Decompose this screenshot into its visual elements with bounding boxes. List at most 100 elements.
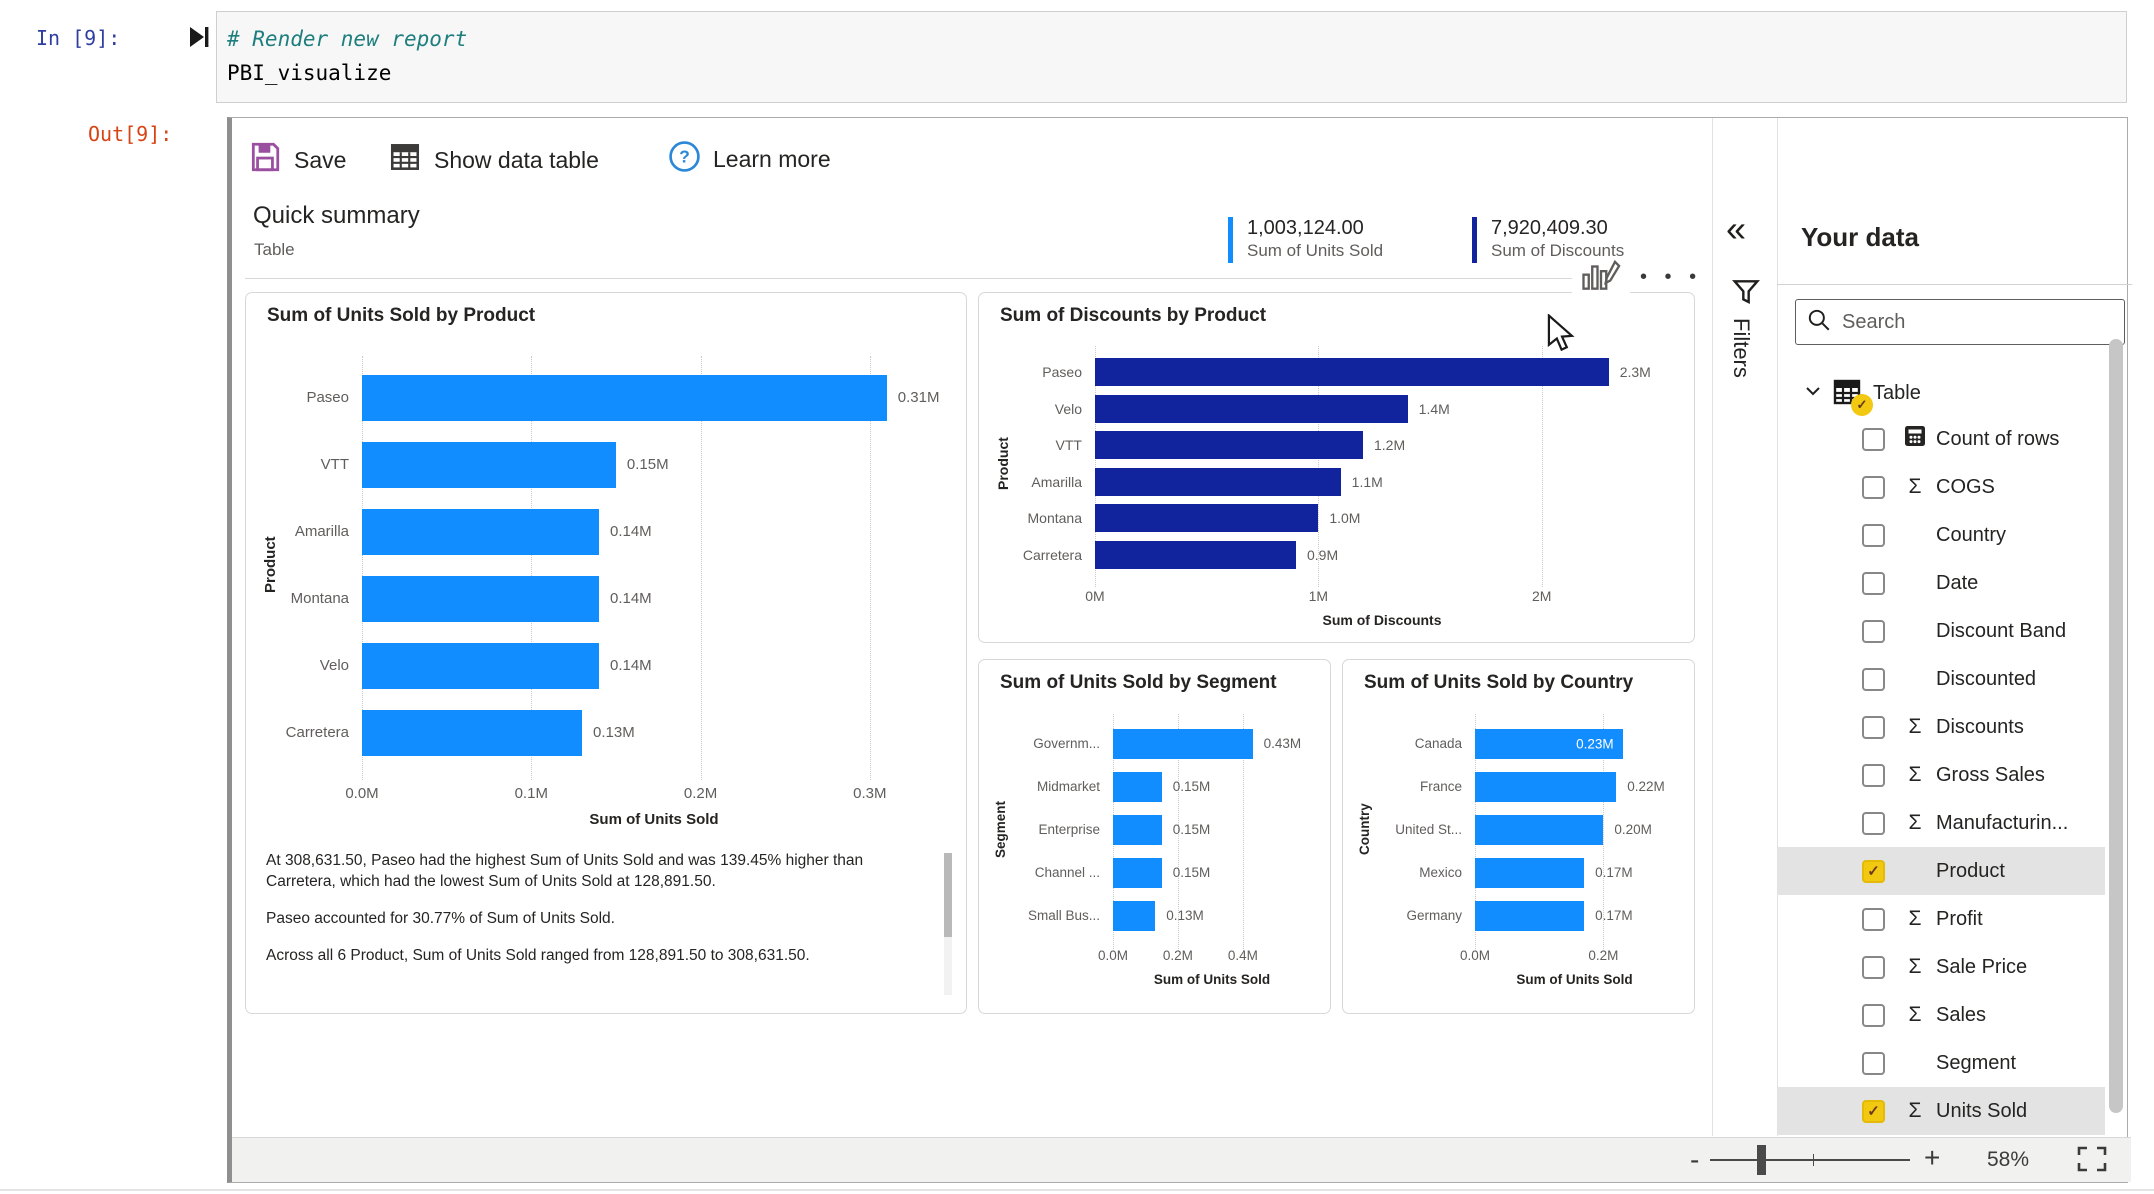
field-row-discounts[interactable]: Σ Discounts <box>1777 703 2105 751</box>
field-label: Count of rows <box>1936 427 2060 450</box>
bar[interactable] <box>1475 814 1604 845</box>
bar[interactable] <box>362 709 583 756</box>
bar[interactable] <box>1475 857 1585 888</box>
narrative-scrollbar[interactable] <box>944 853 952 995</box>
field-row-sale-price[interactable]: Σ Sale Price <box>1777 943 2105 991</box>
collapse-panel-icon[interactable]: « <box>1726 208 1747 249</box>
field-checkbox[interactable] <box>1862 475 1885 499</box>
panel-divider <box>1712 118 1713 1136</box>
run-cell-icon[interactable] <box>186 24 212 55</box>
field-row-country[interactable]: Country <box>1777 511 2105 559</box>
field-row-discounted[interactable]: Discounted <box>1777 655 2105 703</box>
chart-title: Sum of Units Sold by Product <box>267 305 536 326</box>
field-checkbox[interactable] <box>1862 715 1885 739</box>
bar[interactable] <box>1475 900 1585 931</box>
kpi-label: Sum of Units Sold <box>1247 241 1384 260</box>
bar[interactable] <box>1095 504 1319 533</box>
field-row-profit[interactable]: Σ Profit <box>1777 895 2105 943</box>
category-label: France <box>1419 779 1462 794</box>
bar[interactable] <box>1113 857 1162 888</box>
search-icon <box>1806 307 1832 338</box>
field-row-cogs[interactable]: Σ COGS <box>1777 463 2105 511</box>
bar-row: Small Bus... 0.13M <box>979 894 1330 937</box>
bar-zone: 0.14M <box>362 575 946 622</box>
bar-row: Governm... 0.43M <box>979 722 1330 765</box>
save-button[interactable]: Save <box>248 140 346 180</box>
table-tree-node[interactable]: ✓ Table <box>1777 369 2105 417</box>
bar-zone: 0.43M <box>1113 728 1311 759</box>
x-tick-label: 2M <box>1531 588 1552 604</box>
field-checkbox[interactable] <box>1862 667 1885 691</box>
bar[interactable] <box>1095 467 1341 496</box>
code-cell[interactable]: # Render new report PBI_visualize <box>216 11 2127 103</box>
bar[interactable] <box>1113 771 1162 802</box>
bar[interactable] <box>1095 358 1609 387</box>
chevron-down-icon[interactable] <box>1803 381 1823 406</box>
x-axis-ticks: 0.0M 0.1M 0.2M 0.3M <box>345 785 946 807</box>
field-checkbox[interactable] <box>1862 1003 1885 1027</box>
bar[interactable] <box>1113 728 1253 759</box>
bar[interactable] <box>362 441 616 488</box>
zoom-slider-track[interactable] <box>1710 1159 1910 1161</box>
category-label: Velo <box>319 657 349 674</box>
field-row-sales[interactable]: Σ Sales <box>1777 991 2105 1039</box>
fullscreen-icon[interactable] <box>2077 1146 2107 1177</box>
bar-zone: 0.23M <box>1475 728 1674 759</box>
edit-chart-icon[interactable] <box>1572 258 1630 301</box>
category-label: Mexico <box>1419 865 1462 880</box>
bar[interactable] <box>362 575 599 622</box>
field-checkbox[interactable]: ✓ <box>1862 859 1885 883</box>
field-row-manufacturin[interactable]: Σ Manufacturin... <box>1777 799 2105 847</box>
field-row-units-sold[interactable]: ✓ Σ Units Sold <box>1777 1087 2105 1135</box>
more-options-icon[interactable]: • • • <box>1630 266 1713 289</box>
zoom-in-button[interactable]: + <box>1924 1142 1941 1173</box>
field-checkbox[interactable] <box>1862 523 1885 547</box>
field-row-count-of-rows[interactable]: Count of rows <box>1777 415 2105 463</box>
field-checkbox[interactable] <box>1862 955 1885 979</box>
field-row-segment[interactable]: Segment <box>1777 1039 2105 1087</box>
kpi-label: Sum of Discounts <box>1491 241 1625 260</box>
bar[interactable] <box>1095 431 1363 460</box>
zoom-out-button[interactable]: - <box>1690 1144 1700 1175</box>
chart-card-units-by-segment: Sum of Units Sold by Segment Segment Gov… <box>978 659 1331 1014</box>
field-checkbox[interactable] <box>1862 427 1885 451</box>
bar[interactable] <box>1095 540 1296 569</box>
field-list-scrollbar[interactable] <box>2109 339 2123 1113</box>
bar-zone: 1.2M <box>1095 431 1669 460</box>
filters-funnel-icon[interactable] <box>1730 276 1762 313</box>
field-checkbox[interactable] <box>1862 1051 1885 1075</box>
zoom-slider-thumb[interactable] <box>1757 1145 1766 1175</box>
kpi-units-sold: 1,003,124.00 Sum of Units Sold <box>1228 215 1383 265</box>
field-checkbox[interactable] <box>1862 811 1885 835</box>
kpi-color-bar <box>1472 217 1477 263</box>
bar[interactable] <box>1113 900 1156 931</box>
bar[interactable] <box>1095 394 1408 423</box>
field-checkbox[interactable] <box>1862 571 1885 595</box>
field-row-product[interactable]: ✓ Product <box>1777 847 2105 895</box>
bar-zone: 0.14M <box>362 508 946 555</box>
learn-more-button[interactable]: ? Learn more <box>668 140 831 179</box>
filters-tab-label[interactable]: Filters <box>1729 318 1754 378</box>
field-checkbox[interactable]: ✓ <box>1862 1099 1885 1123</box>
bar[interactable] <box>362 642 599 689</box>
field-row-gross-sales[interactable]: Σ Gross Sales <box>1777 751 2105 799</box>
svg-text:?: ? <box>679 147 690 167</box>
field-checkbox[interactable] <box>1862 907 1885 931</box>
scrollbar-thumb[interactable] <box>944 853 952 937</box>
bar-zone: 0.9M <box>1095 540 1669 569</box>
bar[interactable]: 0.23M <box>1475 728 1623 759</box>
field-checkbox[interactable] <box>1862 763 1885 787</box>
field-row-discount-band[interactable]: Discount Band <box>1777 607 2105 655</box>
bar[interactable] <box>362 508 599 555</box>
bar[interactable] <box>362 374 887 421</box>
field-label: Date <box>1936 571 1979 594</box>
bar[interactable] <box>1113 814 1162 845</box>
code-comment-line: # Render new report <box>227 27 468 51</box>
sigma-icon: Σ <box>1908 1099 1922 1122</box>
bar[interactable] <box>1475 771 1617 802</box>
field-row-date[interactable]: Date <box>1777 559 2105 607</box>
field-checkbox[interactable] <box>1862 619 1885 643</box>
show-data-table-button[interactable]: Show data table <box>388 140 599 180</box>
search-input[interactable] <box>1842 310 2082 334</box>
